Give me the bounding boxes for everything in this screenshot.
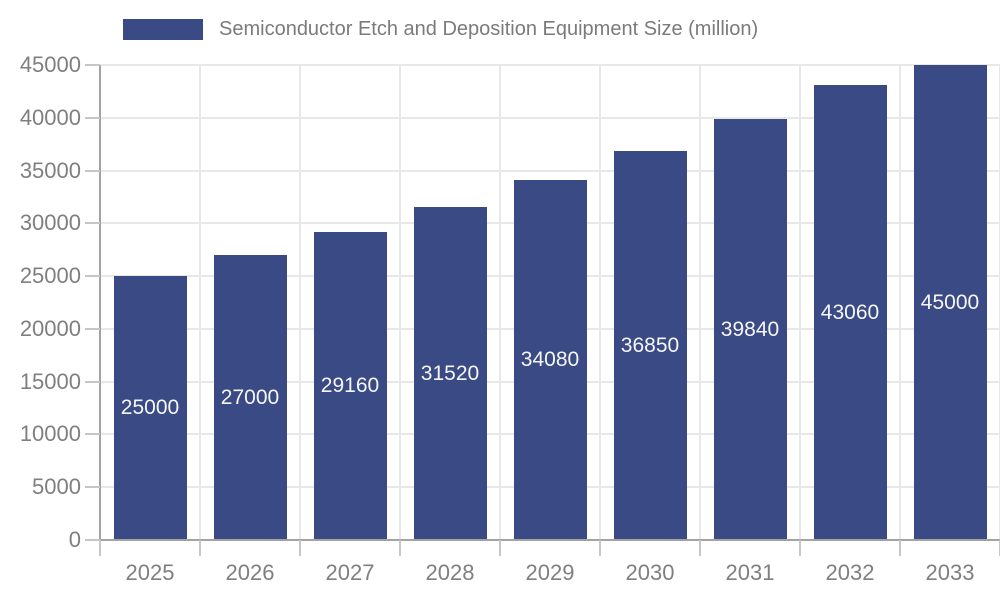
gridline-v [499, 65, 501, 540]
gridline-v [399, 65, 401, 540]
bar-value-label: 34080 [520, 348, 580, 372]
x-tick-label: 2032 [825, 560, 875, 585]
y-axis-tick [85, 539, 100, 541]
bar-2026 [213, 255, 287, 540]
x-tick-label: 2026 [225, 560, 275, 585]
gridline-v [299, 65, 301, 540]
y-tick-label: 45000 [19, 52, 81, 77]
x-axis-line [100, 539, 1000, 541]
bar-value-label: 25000 [120, 396, 180, 420]
legend-swatch [123, 19, 203, 40]
bar-value-label: 36850 [620, 333, 680, 357]
x-tick-label: 2030 [625, 560, 675, 585]
plot-area [100, 64, 1000, 540]
y-axis-tick [85, 169, 100, 172]
x-tick-label: 2029 [525, 560, 575, 585]
y-tick-label: 25000 [19, 263, 81, 289]
y-tick-label: 20000 [19, 315, 81, 341]
bar-value-label: 29160 [320, 374, 380, 398]
y-tick-label: 40000 [19, 104, 81, 130]
x-tick-label: 2031 [725, 560, 775, 585]
y-tick-label: 30000 [19, 210, 81, 236]
bar-2027 [313, 232, 387, 540]
bar-value-label: 39840 [720, 317, 780, 341]
y-tick-label: 10000 [19, 421, 81, 447]
y-axis-tick [85, 116, 100, 119]
bar-2030 [613, 151, 687, 540]
x-axis-tick [399, 540, 401, 556]
y-axis-tick [85, 64, 100, 66]
x-axis-tick [499, 540, 501, 556]
x-tick-label: 2027 [325, 560, 375, 585]
bar-2028 [413, 207, 487, 540]
y-tick-label: 15000 [19, 368, 81, 394]
gridline-v [699, 65, 701, 540]
bar-value-label: 27000 [220, 385, 280, 409]
y-tick-label: 5000 [32, 474, 81, 500]
y-axis-tick [85, 275, 100, 278]
x-tick-label: 2028 [425, 560, 475, 585]
bar-value-label: 31520 [420, 361, 480, 385]
y-axis-tick [85, 380, 100, 383]
bar-2031 [713, 119, 787, 540]
gridline-h [100, 64, 1000, 66]
x-axis-tick [899, 540, 901, 556]
y-axis-tick [85, 327, 100, 330]
gridline-h [100, 169, 1000, 172]
x-axis-tick [799, 540, 801, 556]
y-tick-label: 0 [68, 527, 81, 552]
bar-2033 [913, 65, 987, 540]
gridline-v [199, 65, 201, 540]
gridline-v [599, 65, 601, 540]
chart-legend: Semiconductor Etch and Deposition Equipm… [123, 18, 758, 41]
y-axis-tick [85, 222, 100, 225]
gridline-v [799, 65, 801, 540]
y-axis-tick [85, 486, 100, 489]
y-tick-label: 35000 [19, 157, 81, 183]
x-axis-tick [599, 540, 601, 556]
bar-2025 [113, 276, 187, 540]
bar-2029 [513, 180, 587, 540]
bar-value-label: 43060 [820, 300, 880, 324]
x-axis-tick [699, 540, 701, 556]
y-axis-tick [85, 433, 100, 436]
x-axis-tick [99, 540, 101, 556]
x-tick-label: 2025 [125, 560, 175, 585]
y-axis-line [99, 65, 101, 542]
x-axis-tick [299, 540, 301, 556]
gridline-v [899, 65, 901, 540]
bar-value-label: 45000 [920, 290, 980, 314]
legend-label: Semiconductor Etch and Deposition Equipm… [219, 18, 759, 40]
bar-2032 [813, 85, 887, 540]
x-tick-label: 2033 [925, 560, 975, 585]
gridline-h [100, 116, 1000, 119]
x-axis-tick [199, 540, 201, 556]
